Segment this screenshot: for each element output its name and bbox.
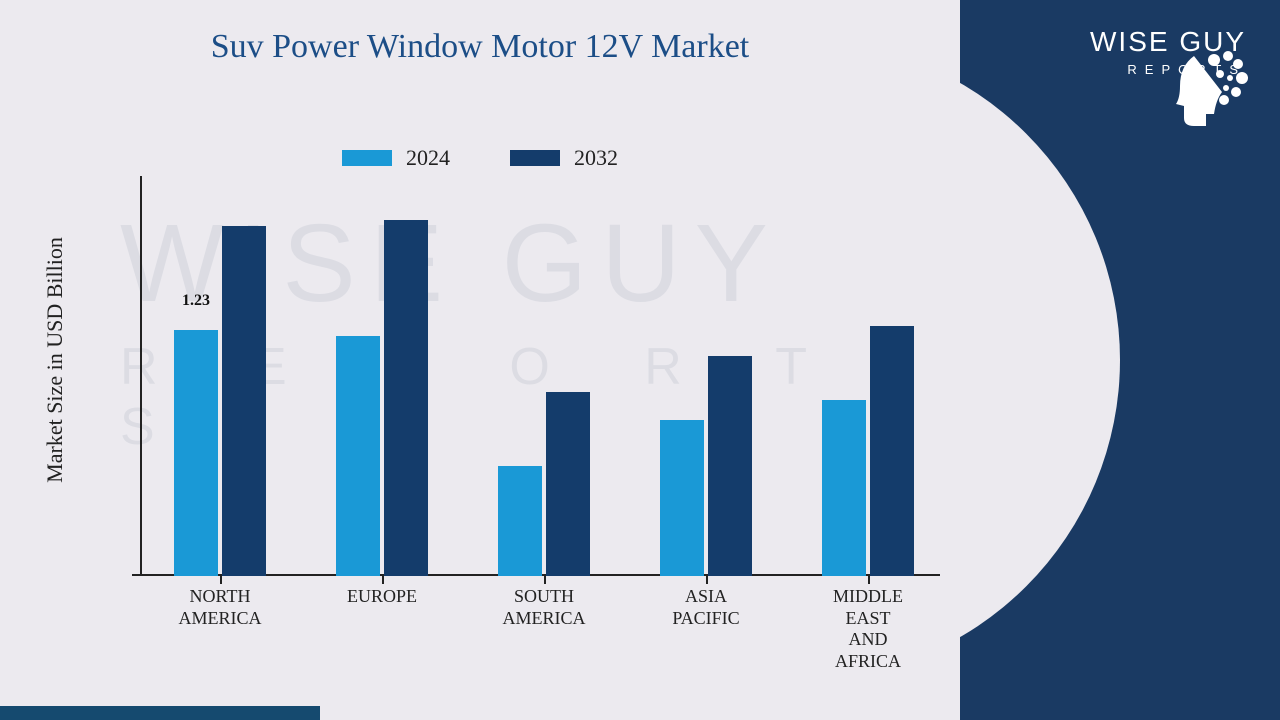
bar <box>546 392 590 576</box>
bar <box>660 420 704 576</box>
x-axis-category-label: MIDDLE EAST AND AFRICA <box>787 586 949 672</box>
x-axis-category-label: ASIA PACIFIC <box>625 586 787 629</box>
x-tick <box>220 576 222 584</box>
bar <box>822 400 866 576</box>
bar-value-label: 1.23 <box>182 292 210 310</box>
x-axis-category-label: NORTH AMERICA <box>139 586 301 629</box>
bottom-accent-bar <box>0 706 320 720</box>
x-axis-category-label: SOUTH AMERICA <box>463 586 625 629</box>
right-brand-panel: WISE GUY REPORTS <box>960 0 1280 720</box>
bar <box>336 336 380 576</box>
bar <box>498 466 542 576</box>
x-axis-category-label: EUROPE <box>301 586 463 608</box>
brain-head-icon <box>1174 48 1248 128</box>
y-axis-label: Market Size in USD Billion <box>42 150 68 570</box>
bar <box>384 220 428 576</box>
y-axis-line <box>140 176 142 576</box>
chart-card: WISE GUY REPORTS WISE GUY R E P O R T S … <box>0 0 1280 720</box>
chart-title: Suv Power Window Motor 12V Market <box>0 28 960 66</box>
bar <box>222 226 266 576</box>
chart-area: NORTH AMERICAEUROPESOUTH AMERICAASIA PAC… <box>80 160 960 590</box>
x-tick <box>382 576 384 584</box>
y-tick <box>132 574 140 576</box>
x-tick <box>868 576 870 584</box>
bar <box>174 330 218 576</box>
bar <box>870 326 914 576</box>
plot-region: NORTH AMERICAEUROPESOUTH AMERICAASIA PAC… <box>140 176 940 576</box>
brand-logo: WISE GUY REPORTS <box>1090 26 1246 77</box>
x-tick <box>544 576 546 584</box>
bar <box>708 356 752 576</box>
x-tick <box>706 576 708 584</box>
